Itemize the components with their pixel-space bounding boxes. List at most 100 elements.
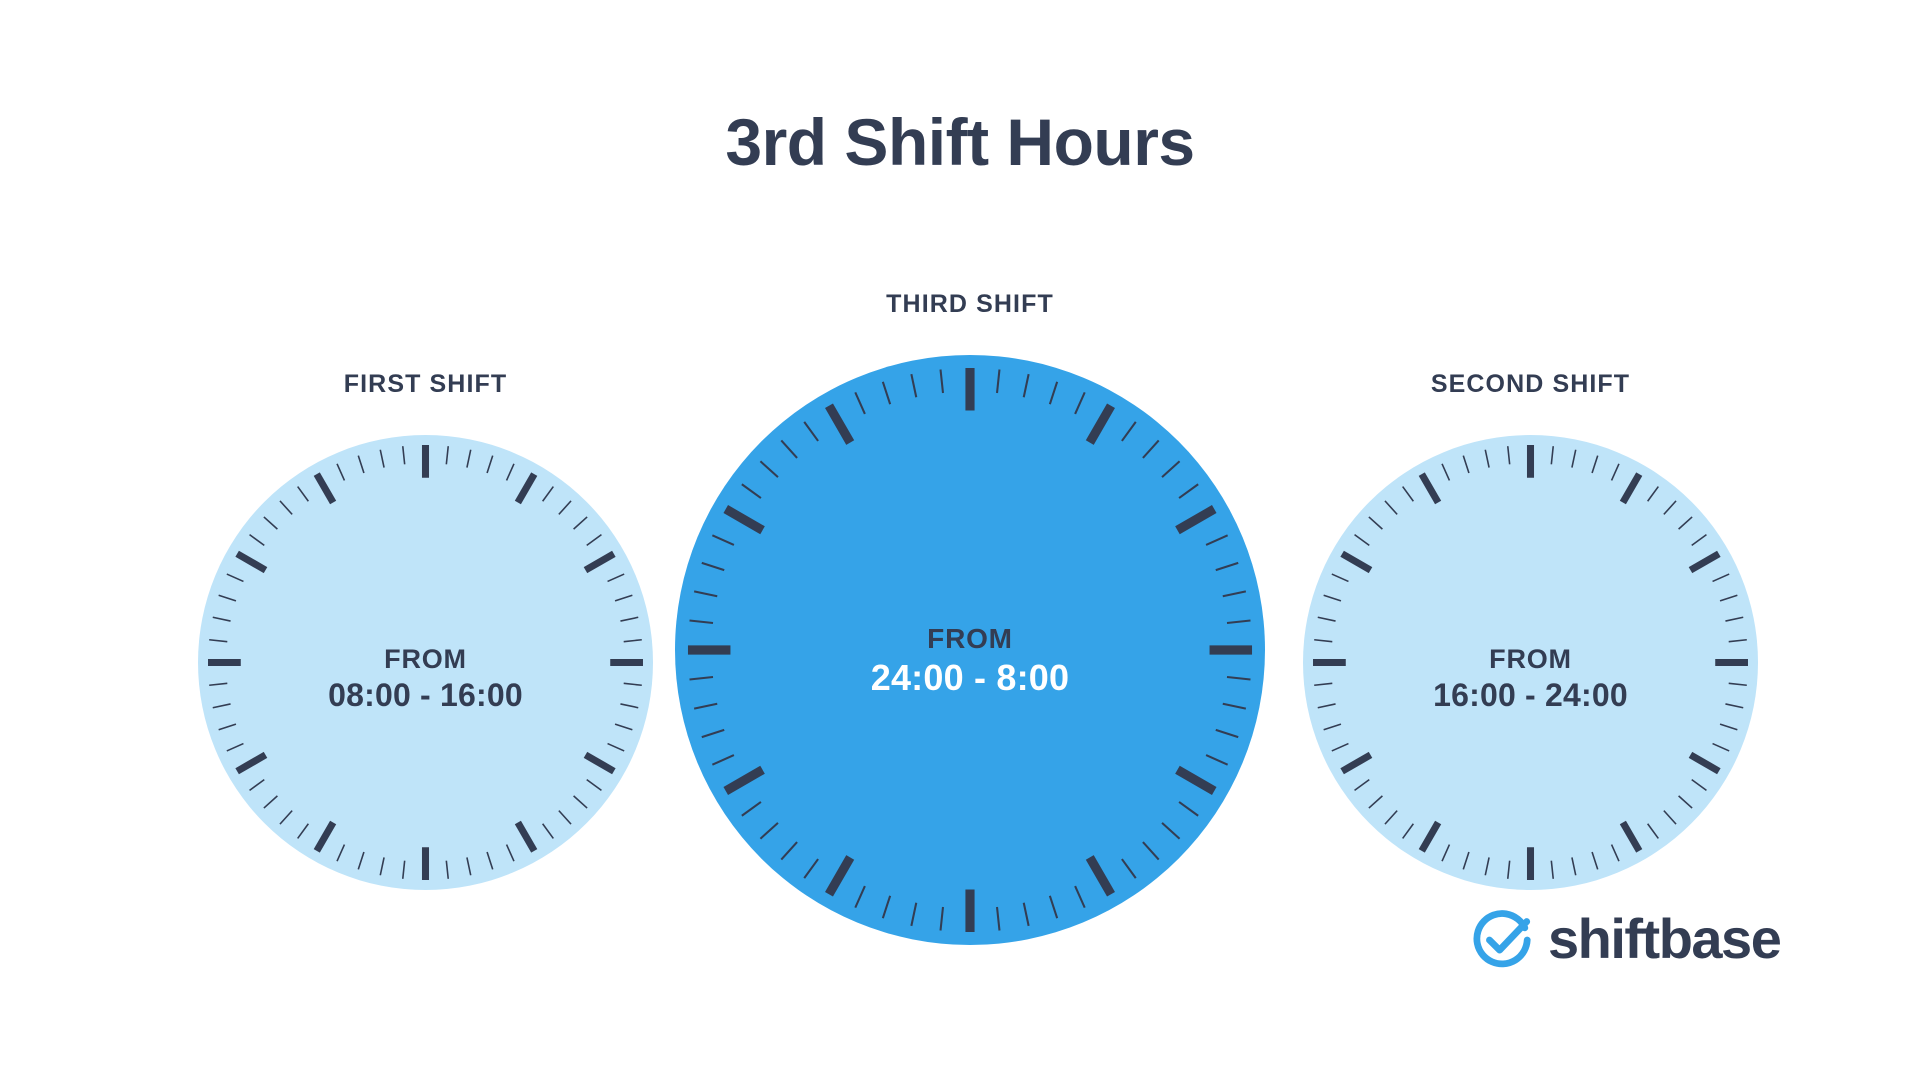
minute-tick — [1402, 823, 1415, 839]
minute-tick — [1719, 723, 1738, 731]
minute-tick — [1663, 500, 1677, 515]
minute-tick — [701, 561, 725, 572]
minute-tick — [689, 675, 714, 681]
minute-tick — [226, 742, 244, 752]
minute-tick — [1678, 795, 1693, 809]
minute-tick — [1178, 483, 1199, 499]
minute-tick — [1142, 841, 1160, 861]
minute-tick — [401, 860, 406, 879]
hour-tick — [825, 855, 855, 897]
minute-tick — [1222, 702, 1247, 710]
minute-tick — [297, 486, 310, 502]
minute-tick — [1323, 594, 1342, 602]
minute-tick — [212, 616, 231, 622]
minute-tick — [1712, 573, 1730, 583]
minute-tick — [711, 754, 735, 766]
minute-tick — [279, 500, 293, 515]
minute-tick — [1314, 638, 1333, 643]
minute-tick — [401, 446, 406, 465]
minute-tick — [693, 590, 718, 598]
minute-tick — [1571, 857, 1577, 876]
hour-tick — [583, 550, 616, 574]
clock-card-second-shift: SECOND SHIFT FROM 16:00 - 24:00 — [1303, 370, 1758, 890]
clock-card-third-shift: THIRD SHIFT FROM 24:00 - 8:00 — [675, 290, 1265, 945]
minute-tick — [1215, 561, 1239, 572]
minute-tick — [1646, 486, 1659, 502]
hour-tick — [723, 765, 765, 795]
hour-tick — [1085, 403, 1115, 445]
minute-tick — [1691, 534, 1707, 547]
minute-tick — [623, 638, 642, 643]
clock-card-first-shift: FIRST SHIFT FROM 08:00 - 16:00 — [198, 370, 653, 890]
minute-tick — [573, 795, 588, 809]
hour-tick — [1340, 550, 1373, 574]
minute-tick — [541, 486, 554, 502]
minute-tick — [218, 723, 237, 731]
minute-tick — [1462, 455, 1470, 474]
minute-tick — [1022, 373, 1030, 398]
minute-tick — [486, 455, 494, 474]
minute-tick — [1368, 516, 1383, 530]
minute-tick — [1610, 463, 1620, 481]
minute-tick — [379, 449, 385, 468]
minute-tick — [620, 703, 639, 709]
minute-tick — [263, 795, 278, 809]
minute-tick — [1550, 446, 1555, 465]
minute-tick — [701, 728, 725, 739]
clock-caption-third-shift: THIRD SHIFT — [886, 290, 1054, 318]
minute-tick — [1484, 857, 1490, 876]
hour-tick — [514, 820, 538, 853]
minute-tick — [780, 841, 798, 861]
minute-tick — [586, 778, 602, 791]
minute-tick — [212, 703, 231, 709]
minute-tick — [1506, 446, 1511, 465]
hour-tick — [825, 403, 855, 445]
minute-tick — [1205, 754, 1229, 766]
minute-tick — [1354, 534, 1370, 547]
minute-tick — [881, 895, 892, 919]
minute-tick — [614, 723, 633, 731]
minute-tick — [1048, 895, 1059, 919]
minute-tick — [1048, 381, 1059, 405]
hour-tick — [313, 820, 337, 853]
minute-tick — [803, 421, 819, 442]
minute-tick — [1142, 439, 1160, 459]
minute-tick — [1646, 823, 1659, 839]
minute-tick — [1441, 844, 1451, 862]
minute-tick — [689, 619, 714, 625]
minute-tick — [759, 822, 779, 840]
hour-tick — [514, 472, 538, 505]
minute-tick — [1402, 486, 1415, 502]
minute-tick — [854, 391, 866, 415]
minute-tick — [1331, 742, 1349, 752]
minute-tick — [1121, 421, 1137, 442]
minute-tick — [505, 844, 515, 862]
minute-tick — [1317, 703, 1336, 709]
minute-tick — [1161, 460, 1181, 478]
hour-tick — [235, 751, 268, 775]
minute-tick — [505, 463, 515, 481]
brand-wordmark: shiftbase — [1548, 907, 1782, 970]
minute-tick — [1728, 682, 1747, 687]
minute-tick — [995, 369, 1001, 394]
circle-check-icon — [1473, 910, 1531, 968]
minute-tick — [573, 516, 588, 530]
minute-tick — [1314, 682, 1333, 687]
minute-tick — [1384, 500, 1398, 515]
minute-tick — [1663, 810, 1677, 825]
minute-tick — [336, 844, 346, 862]
minute-tick — [1725, 616, 1744, 622]
minute-tick — [209, 638, 228, 643]
minute-tick — [1074, 885, 1086, 909]
page-title: 3rd Shift Hours — [725, 105, 1195, 179]
minute-tick — [445, 446, 450, 465]
clock-tick-ring — [687, 367, 1253, 933]
minute-tick — [586, 534, 602, 547]
minute-tick — [910, 902, 918, 927]
minute-tick — [445, 860, 450, 879]
hour-tick — [1418, 472, 1442, 505]
minute-tick — [1368, 795, 1383, 809]
minute-tick — [1331, 573, 1349, 583]
hour-tick — [1175, 765, 1217, 795]
minute-tick — [1222, 590, 1247, 598]
